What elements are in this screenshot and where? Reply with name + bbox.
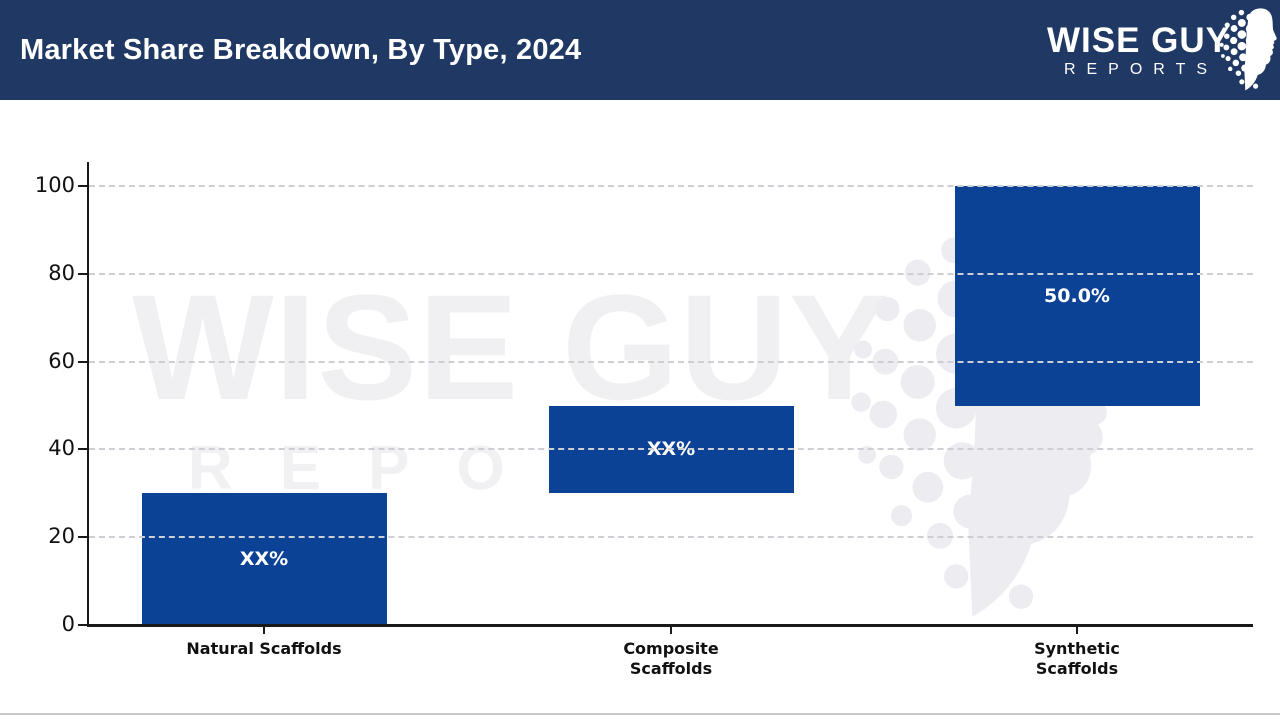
y-tick-label: 80 <box>48 260 75 285</box>
x-tick <box>670 627 672 634</box>
bar-natural-scaffolds: XX% <box>141 493 387 625</box>
gridline-100 <box>89 185 1253 187</box>
gridline-20 <box>89 536 1253 539</box>
wiseguy-logo: WISE GUY REPORTS <box>1047 7 1278 93</box>
x-label-line: Scaffolds <box>1035 659 1119 678</box>
watermark-wordmark: WISE GUY <box>132 263 891 431</box>
wiseguy-head-icon <box>1219 8 1277 91</box>
y-tick-label: 40 <box>48 436 75 461</box>
y-tick-label: 0 <box>61 612 75 636</box>
wiseguy-logo-text: WISE GUY REPORTS <box>1047 23 1230 78</box>
x-label-composite-scaffolds: Composite Scaffolds <box>541 639 801 679</box>
y-tick-label: 20 <box>48 524 75 549</box>
gridline-80 <box>89 272 1253 275</box>
x-axis <box>86 623 1253 627</box>
y-tick <box>78 185 87 187</box>
x-label-natural-scaffolds: Natural Scaffolds <box>134 639 394 659</box>
y-tick-label: 60 <box>48 348 75 373</box>
logo-subtitle: REPORTS <box>1063 60 1219 78</box>
y-tick <box>78 624 87 626</box>
x-label-line: Scaffolds <box>629 659 713 678</box>
x-tick <box>263 627 265 634</box>
y-tick <box>78 448 87 451</box>
header: Market Share Breakdown, By Type, 2024 WI… <box>0 0 1280 100</box>
bar-value-label-synthetic-scaffolds: 50.0% <box>1044 284 1110 307</box>
gridline-60 <box>89 360 1253 363</box>
y-tick-label: 100 <box>34 173 75 197</box>
y-tick <box>78 272 87 275</box>
page-title: Market Share Breakdown, By Type, 2024 <box>20 33 582 66</box>
x-tick <box>1076 627 1078 634</box>
y-axis <box>86 162 89 625</box>
footer-divider <box>0 713 1280 715</box>
x-label-line: Natural Scaffolds <box>186 639 342 658</box>
y-tick <box>78 360 87 363</box>
logo-wordmark: WISE GUY <box>1046 20 1230 60</box>
x-label-synthetic-scaffolds: Synthetic Scaffolds <box>947 639 1207 679</box>
x-label-line: Synthetic <box>1034 639 1120 658</box>
bar-value-label-natural-scaffolds: XX% <box>239 548 289 571</box>
y-tick <box>78 536 87 539</box>
gridline-40 <box>89 448 1253 451</box>
x-label-line: Composite <box>623 639 719 658</box>
bar-synthetic-scaffolds: 50.0% <box>954 186 1200 406</box>
